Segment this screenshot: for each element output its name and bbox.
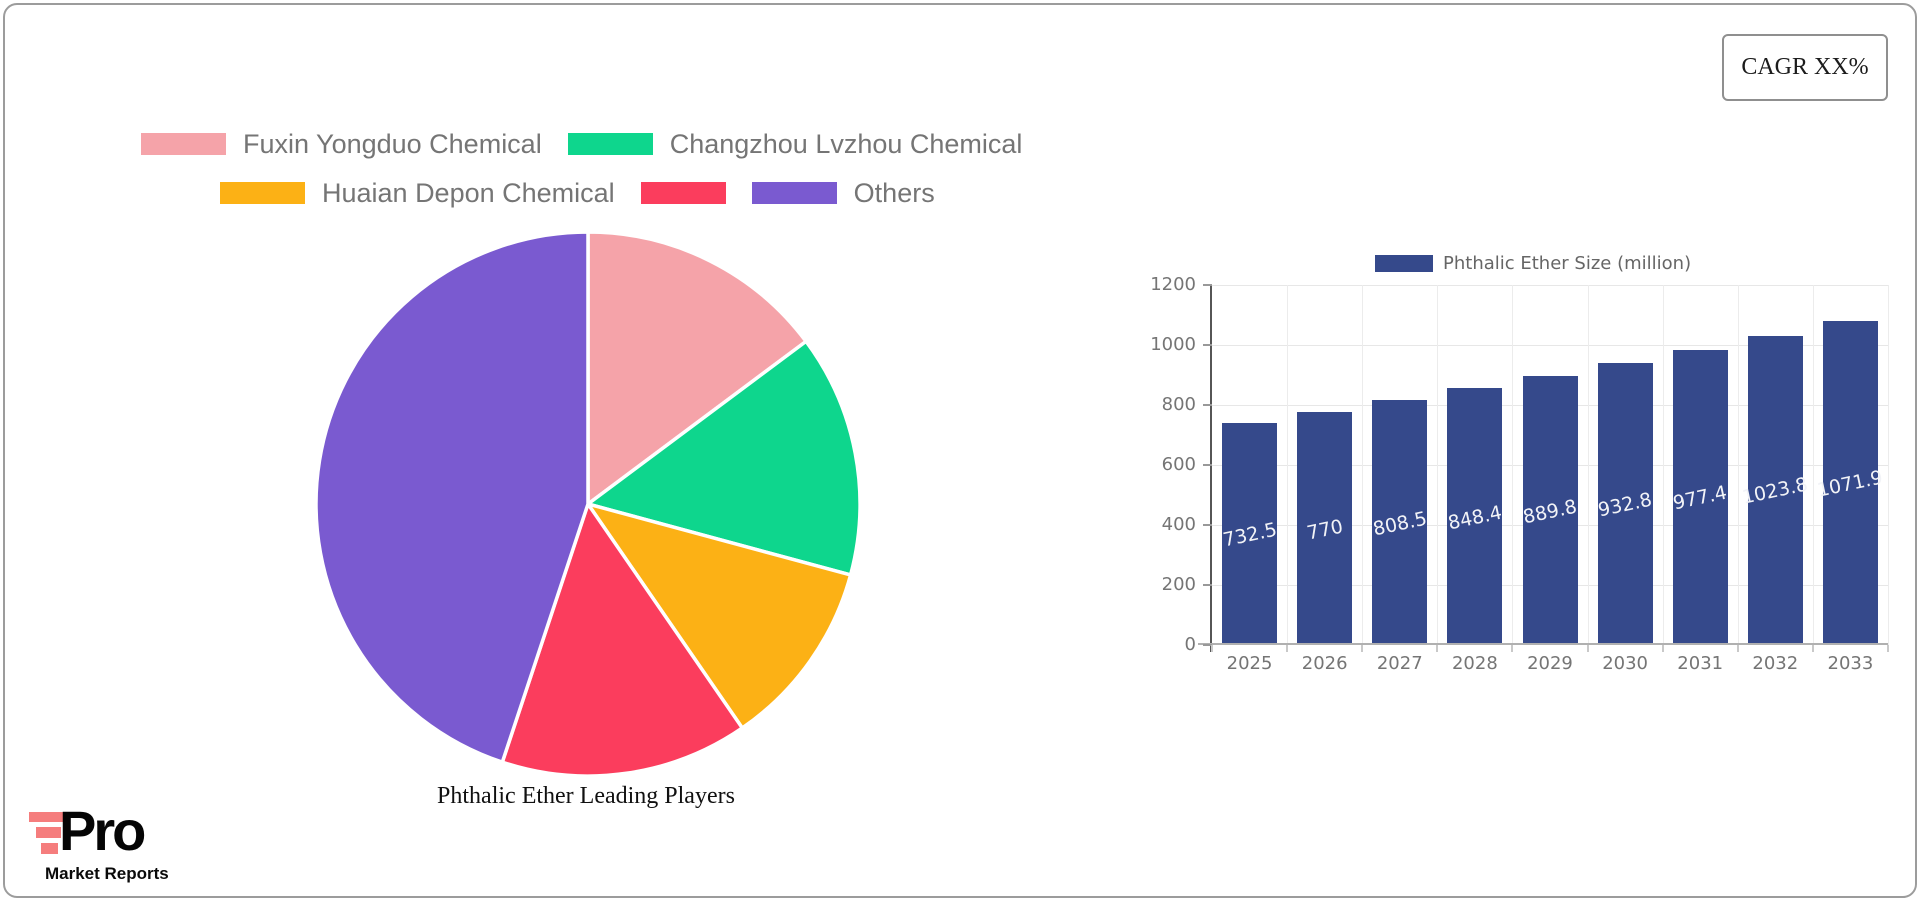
bar-2031 — [1672, 349, 1728, 643]
pie-legend-item-0: Fuxin Yongduo Chemical — [141, 129, 542, 159]
pie-legend-swatch-3 — [640, 182, 726, 204]
pie-legend-row-1: Fuxin Yongduo Chemical Changzhou Lvzhou C… — [141, 129, 1023, 159]
logo-title: Pro — [59, 799, 146, 862]
bar-2025 — [1222, 423, 1278, 643]
x-tick-label: 2028 — [1451, 653, 1498, 674]
pie-legend-item-3 — [640, 180, 726, 206]
pie-legend-swatch-2 — [220, 182, 305, 204]
x-axis-tick — [1887, 645, 1889, 652]
cagr-label: CAGR XX% — [1741, 54, 1869, 80]
x-tick-label: 2032 — [1752, 653, 1799, 674]
y-tick-label: 0 — [1184, 634, 1196, 655]
pro-market-reports-logo: Pro Market Reports — [29, 799, 169, 884]
x-axis-tick — [1361, 645, 1364, 652]
bar-chart: Phthalic Ether Size (million) 0 200 400 600… — [1150, 253, 1889, 674]
x-axis-tick — [1811, 645, 1814, 652]
y-axis-tick — [1203, 464, 1212, 466]
pie-chart — [314, 230, 862, 778]
bar-2033 — [1822, 321, 1878, 643]
y-axis-line — [1210, 285, 1212, 652]
y-tick-label: 600 — [1161, 454, 1196, 475]
pie-legend-item-1: Changzhou Lvzhou Chemical — [567, 129, 1023, 159]
gridline-vertical — [1737, 285, 1739, 645]
x-tick-label: 2027 — [1376, 653, 1423, 674]
pie-legend-label-1: Changzhou Lvzhou Chemical — [669, 129, 1023, 159]
pie-title: Phthalic Ether Leading Players — [437, 783, 735, 809]
bar-2029 — [1522, 376, 1578, 643]
pie-legend-item-2: Huaian Depon Chemical — [220, 178, 615, 208]
y-axis-tick — [1203, 344, 1212, 346]
pie-legend-item-4: Others — [751, 178, 935, 208]
x-axis-tick — [1661, 645, 1664, 652]
bar-2032 — [1747, 335, 1803, 643]
bar-2026 — [1297, 412, 1353, 643]
pie-slice-4 — [314, 230, 590, 764]
y-axis-tick — [1203, 404, 1212, 406]
gridline-vertical — [1287, 285, 1289, 645]
gridline-vertical — [1662, 285, 1664, 645]
pie-slice-1 — [586, 339, 862, 577]
x-axis-tick — [1511, 645, 1514, 652]
pie-slice-2 — [586, 502, 853, 730]
x-axis-tick — [1586, 645, 1589, 652]
pie-legend-label-0: Fuxin Yongduo Chemical — [243, 129, 542, 159]
gridline-horizontal — [1212, 285, 1888, 286]
x-axis-tick — [1436, 645, 1439, 652]
pie-legend-row-2: Huaian Depon Chemical Others — [220, 178, 935, 208]
x-axis-tick — [1211, 645, 1213, 652]
pie-legend-label-4: Others — [853, 178, 935, 208]
pie-slice-0 — [586, 230, 808, 506]
x-tick-label: 2026 — [1301, 653, 1348, 674]
pie-legend-swatch-4 — [751, 182, 837, 204]
y-axis-tick — [1203, 584, 1212, 586]
gridline-vertical — [1587, 285, 1589, 645]
pie-legend-swatch-1 — [567, 133, 653, 155]
x-tick-label: 2025 — [1226, 653, 1273, 674]
bar-legend-swatch — [1375, 255, 1433, 272]
x-tick-label: 2029 — [1527, 653, 1573, 674]
gridline-vertical — [1437, 285, 1439, 645]
y-tick-label: 200 — [1161, 574, 1196, 595]
gridline-vertical — [1362, 285, 1364, 645]
pie-legend-swatch-0 — [141, 133, 226, 155]
pie-slice-3 — [500, 502, 745, 778]
bar-2030 — [1597, 363, 1653, 643]
cagr-badge: CAGR XX% — [1722, 34, 1888, 101]
logo-subtitle: Market Reports — [45, 864, 169, 883]
y-tick-label: 400 — [1161, 514, 1196, 535]
x-tick-label: 2031 — [1677, 653, 1724, 674]
y-tick-label: 800 — [1161, 394, 1196, 415]
x-tick-label: 2030 — [1602, 653, 1648, 674]
bar-chart-legend: Phthalic Ether Size (million) — [1375, 253, 1691, 274]
gridline-vertical — [1812, 285, 1814, 645]
pie-legend-label-2: Huaian Depon Chemical — [322, 178, 615, 208]
y-tick-label: 1000 — [1150, 334, 1196, 355]
bar-2028 — [1447, 388, 1503, 643]
x-axis-line — [1198, 643, 1888, 645]
y-tick-label: 1200 — [1150, 274, 1196, 295]
bar-2027 — [1372, 400, 1428, 643]
x-tick-label: 2033 — [1827, 653, 1874, 674]
y-axis-tick — [1203, 644, 1212, 646]
gridline-vertical — [1888, 285, 1889, 645]
x-axis-tick — [1736, 645, 1739, 652]
gridline-horizontal — [1212, 345, 1888, 346]
gridline-vertical — [1512, 285, 1514, 645]
y-axis-tick — [1203, 284, 1212, 286]
x-axis-tick — [1286, 645, 1289, 652]
y-axis-tick — [1203, 524, 1212, 526]
bar-legend-label: Phthalic Ether Size (million) — [1443, 253, 1692, 274]
